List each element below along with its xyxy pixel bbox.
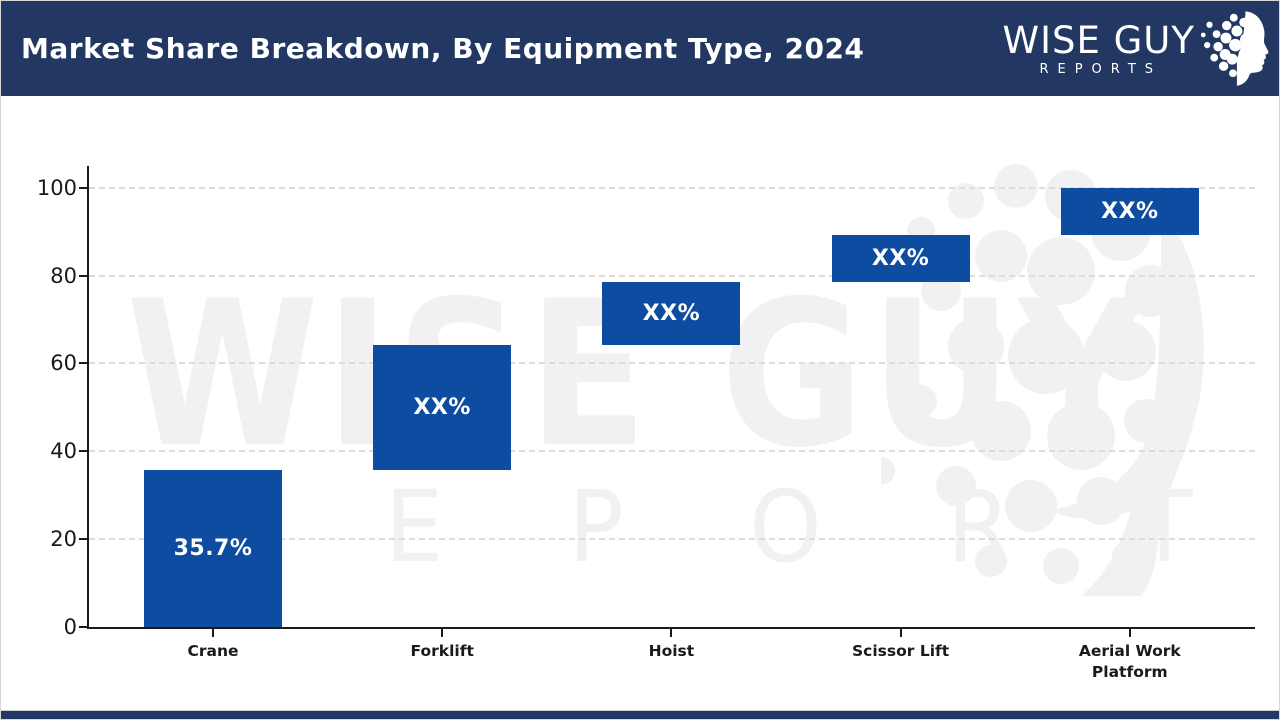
x-axis-tick-mark [1128, 629, 1131, 637]
footer-bar [1, 710, 1279, 719]
bar-value-label: XX% [642, 300, 701, 326]
y-axis-tick-mark [79, 362, 87, 365]
y-gridline [89, 362, 1255, 365]
brand-logo-text: WISE GUY REPORTS [1002, 19, 1195, 78]
bar-value-label: 35.7% [173, 536, 253, 562]
y-gridline [89, 274, 1255, 277]
dotted-head-profile-icon [1200, 11, 1269, 86]
x-axis-tick-mark [212, 629, 214, 637]
brand-logo: WISE GUY REPORTS [1003, 9, 1269, 89]
y-axis-tick-label: 20 [50, 527, 77, 552]
y-axis-tick-label: 40 [50, 439, 77, 464]
x-axis-category-label: Crane [187, 642, 239, 660]
x-axis-category-label: Forklift [410, 642, 474, 660]
header-bar: Market Share Breakdown, By Equipment Typ… [1, 1, 1279, 96]
x-axis-tick-mark [899, 629, 902, 637]
x-axis-category-label: Aerial Work Platform [1078, 642, 1181, 681]
x-axis-spine [87, 627, 1255, 629]
waterfall-bar-aerial-work-platform: XX% [1060, 187, 1199, 235]
waterfall-bar-hoist: XX% [602, 281, 741, 345]
y-axis-tick-mark [79, 186, 87, 189]
y-axis-tick-label: 0 [63, 615, 77, 639]
bar-value-label: XX% [871, 245, 930, 271]
y-axis-tick-mark [79, 626, 87, 628]
brand-name: WISE GUY [1002, 19, 1195, 62]
x-axis-tick-mark [670, 629, 673, 637]
waterfall-bar-crane: 35.7% [144, 470, 282, 627]
page-title: Market Share Breakdown, By Equipment Typ… [21, 32, 865, 65]
y-axis-tick-label: 60 [50, 351, 77, 376]
y-axis-tick-mark [79, 450, 87, 453]
y-axis-tick-mark [79, 538, 87, 541]
bar-value-label: XX% [413, 394, 471, 420]
waterfall-bar-scissor-lift: XX% [831, 234, 970, 282]
x-axis-category-label: Scissor Lift [852, 642, 950, 660]
brand-subname: REPORTS [1039, 62, 1163, 77]
y-axis-tick-label: 80 [50, 263, 77, 288]
y-axis-tick-label: 100 [36, 175, 77, 200]
y-gridline [89, 450, 1255, 453]
bar-value-label: XX% [1101, 198, 1159, 224]
y-gridline [89, 538, 1255, 541]
y-axis-spine [87, 166, 89, 629]
y-gridline [89, 186, 1255, 189]
y-axis-tick-mark [79, 274, 87, 277]
x-axis-category-label: Hoist [648, 642, 695, 660]
waterfall-bar-forklift: XX% [373, 344, 512, 471]
x-axis-tick-mark [441, 629, 444, 637]
